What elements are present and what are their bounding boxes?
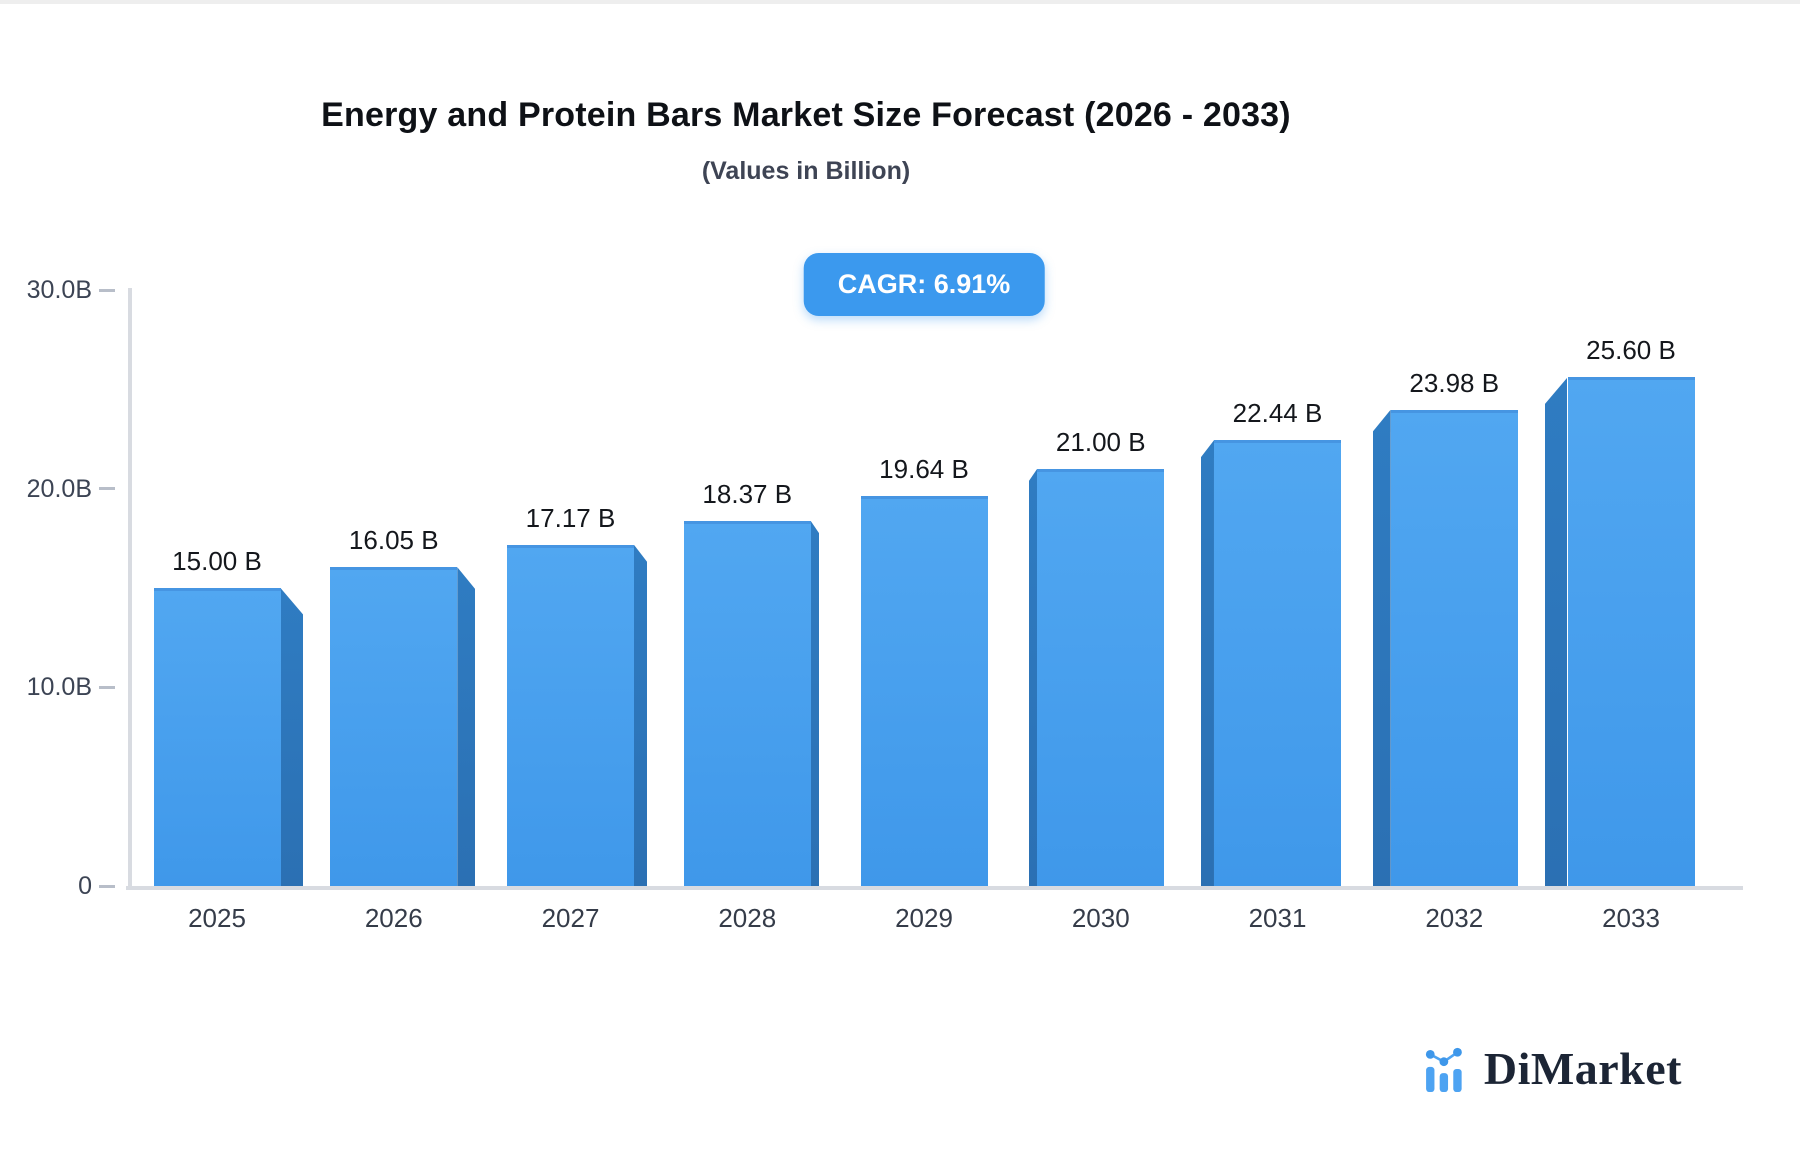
bar-value-label: 22.44 B <box>1232 398 1323 429</box>
x-axis-tick-label: 2025 <box>188 903 246 933</box>
bar-2029 <box>860 495 988 886</box>
bar-value-label: 25.60 B <box>1586 335 1676 366</box>
y-axis-tick-label: 20.0B <box>26 474 92 503</box>
x-axis-tick-label: 2027 <box>541 903 600 933</box>
bar-2031 <box>1214 440 1341 886</box>
bar-3d-side <box>634 544 648 886</box>
x-axis-tick-label: 2033 <box>1602 903 1660 933</box>
bar-3d-side <box>1372 409 1391 886</box>
bar-value-label: 16.05 B <box>348 525 439 556</box>
bar-value-label: 21.00 B <box>1055 426 1146 457</box>
chart-header: Energy and Protein Bars Market Size Fore… <box>0 0 1612 186</box>
dimarket-logo[interactable]: DiMarket <box>1424 1042 1682 1095</box>
y-axis-tick-mark <box>99 487 115 491</box>
y-axis-tick-label: 30.0B <box>26 276 92 304</box>
bar-3d-side <box>1028 468 1038 886</box>
bar-2032 <box>1390 409 1518 886</box>
bar-2027 <box>507 544 634 886</box>
x-axis-tick-label: 2030 <box>1071 903 1130 933</box>
bar-3d-side <box>280 588 304 886</box>
bar-3d-side <box>457 567 476 886</box>
cagr-badge: CAGR: 6.91% <box>803 253 1045 316</box>
x-axis-tick-label: 2031 <box>1248 903 1307 933</box>
bar-3d-side <box>1544 377 1568 886</box>
bar-3d-side <box>810 521 820 886</box>
x-axis-line <box>126 886 1743 890</box>
mini-bar-chart-with-dots-icon <box>1424 1046 1470 1092</box>
y-axis-tick-label: 0 <box>78 872 92 900</box>
dimarket-logo-text: DiMarket <box>1483 1043 1682 1094</box>
bar-value-label: 23.98 B <box>1409 367 1500 398</box>
page-top-border <box>0 0 1800 4</box>
chart-subtitle: (Values in Billion) <box>701 157 911 185</box>
bar-value-label: 17.17 B <box>525 502 616 533</box>
bar-3d-side <box>1200 440 1214 886</box>
x-axis-tick-label: 2032 <box>1425 903 1484 933</box>
bar-2026 <box>330 567 458 886</box>
y-axis-tick-mark <box>99 288 115 292</box>
y-axis-tick-label: 10.0B <box>26 673 92 702</box>
bar-value-label: 18.37 B <box>702 479 793 510</box>
y-axis-tick-mark <box>99 884 115 888</box>
bar-value-label: 19.64 B <box>879 453 969 484</box>
x-axis-tick-label: 2029 <box>895 903 953 933</box>
bar-value-label: 15.00 B <box>172 546 262 576</box>
bar-2030 <box>1037 468 1165 886</box>
bar-2025 <box>153 588 281 886</box>
y-axis-line <box>128 288 132 888</box>
y-axis-tick-mark <box>99 685 115 689</box>
bar-2033 <box>1567 377 1695 886</box>
x-axis-tick-label: 2028 <box>718 903 777 933</box>
bar-2028 <box>683 521 811 886</box>
chart-title: Energy and Protein Bars Market Size Fore… <box>321 96 1291 134</box>
x-axis-tick-label: 2026 <box>364 903 423 933</box>
